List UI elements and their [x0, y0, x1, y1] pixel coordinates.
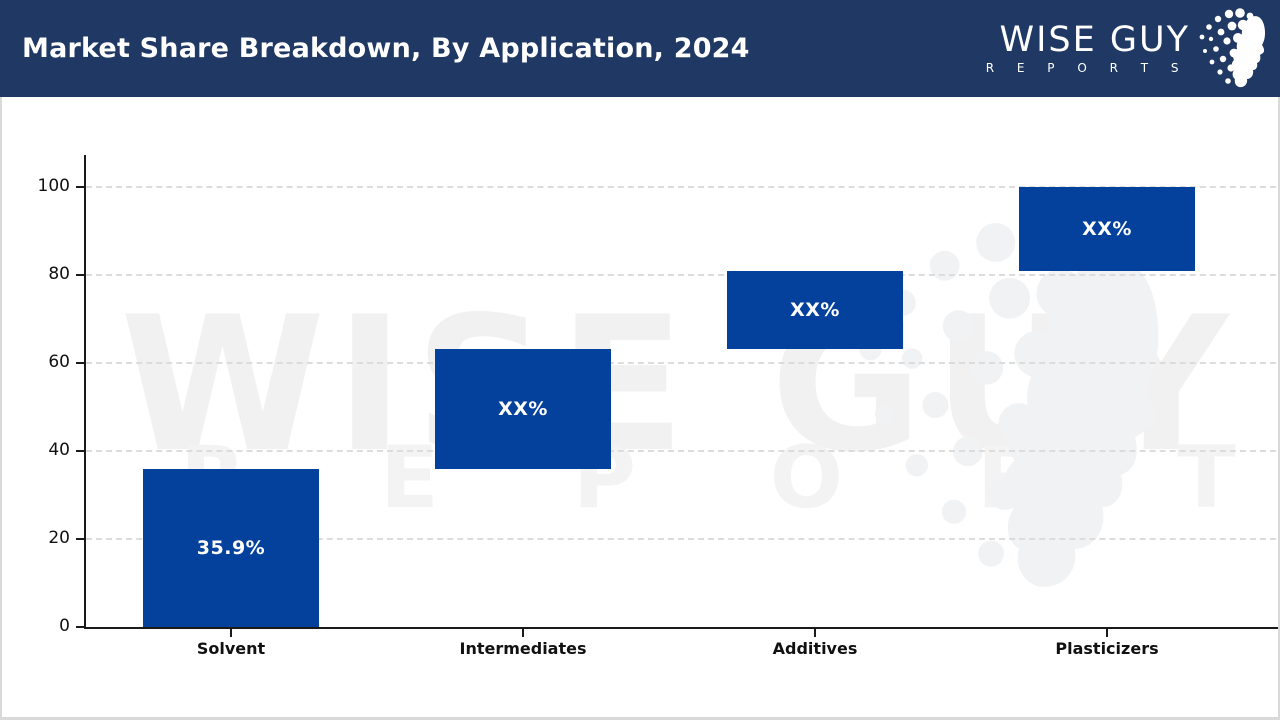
- y-tick-label: 60: [48, 352, 70, 372]
- page-title: Market Share Breakdown, By Application, …: [22, 33, 750, 64]
- logo-head-icon: [1199, 7, 1266, 87]
- x-tick-label-intermediates: Intermediates: [459, 639, 587, 658]
- y-tick-label: 80: [48, 264, 70, 284]
- y-tick-label: 0: [59, 616, 70, 636]
- x-tick-mark: [1106, 629, 1108, 637]
- bar-value-label: 35.9%: [196, 537, 266, 559]
- y-tick-mark: [76, 186, 84, 188]
- x-tick-label-plasticizers: Plasticizers: [1055, 639, 1159, 658]
- wise-guy-logo: WISE GUY R E P O R T S: [986, 7, 1280, 91]
- bar-intermediates: XX%: [435, 349, 611, 470]
- x-tick-label-additives: Additives: [772, 639, 858, 658]
- bar-value-label: XX%: [1082, 217, 1132, 240]
- y-tick-mark: [76, 450, 84, 452]
- gridline-y-40: [86, 450, 1276, 452]
- x-axis-line: [84, 627, 1278, 629]
- y-tick-mark: [76, 538, 84, 540]
- y-tick-label: 40: [48, 440, 70, 460]
- x-tick-label-solvent: Solvent: [196, 639, 266, 658]
- bar-solvent: 35.9%: [143, 469, 319, 627]
- gridline-y-80: [86, 274, 1276, 276]
- x-tick-mark: [814, 629, 816, 637]
- x-tick-mark: [230, 629, 232, 637]
- logo-subtitle: R E P O R T S: [985, 60, 1188, 75]
- y-axis-line: [84, 155, 86, 629]
- gridline-y-20: [86, 538, 1276, 540]
- bar-value-label: XX%: [790, 298, 840, 321]
- y-tick-mark: [76, 362, 84, 364]
- bar-plasticizers: XX%: [1019, 187, 1195, 271]
- logo-text: WISE GUY R E P O R T S: [986, 22, 1190, 75]
- header-bar: Market Share Breakdown, By Application, …: [0, 0, 1280, 97]
- y-tick-label: 100: [37, 176, 70, 196]
- y-tick-label: 20: [48, 528, 70, 548]
- y-tick-mark: [76, 274, 84, 276]
- bar-value-label: XX%: [498, 398, 548, 421]
- y-tick-mark: [76, 626, 84, 628]
- bar-additives: XX%: [727, 270, 903, 350]
- logo-wordmark: WISE GUY: [999, 20, 1190, 61]
- gridline-y-100: [86, 186, 1276, 188]
- gridline-y-60: [86, 362, 1276, 364]
- x-tick-mark: [522, 629, 524, 637]
